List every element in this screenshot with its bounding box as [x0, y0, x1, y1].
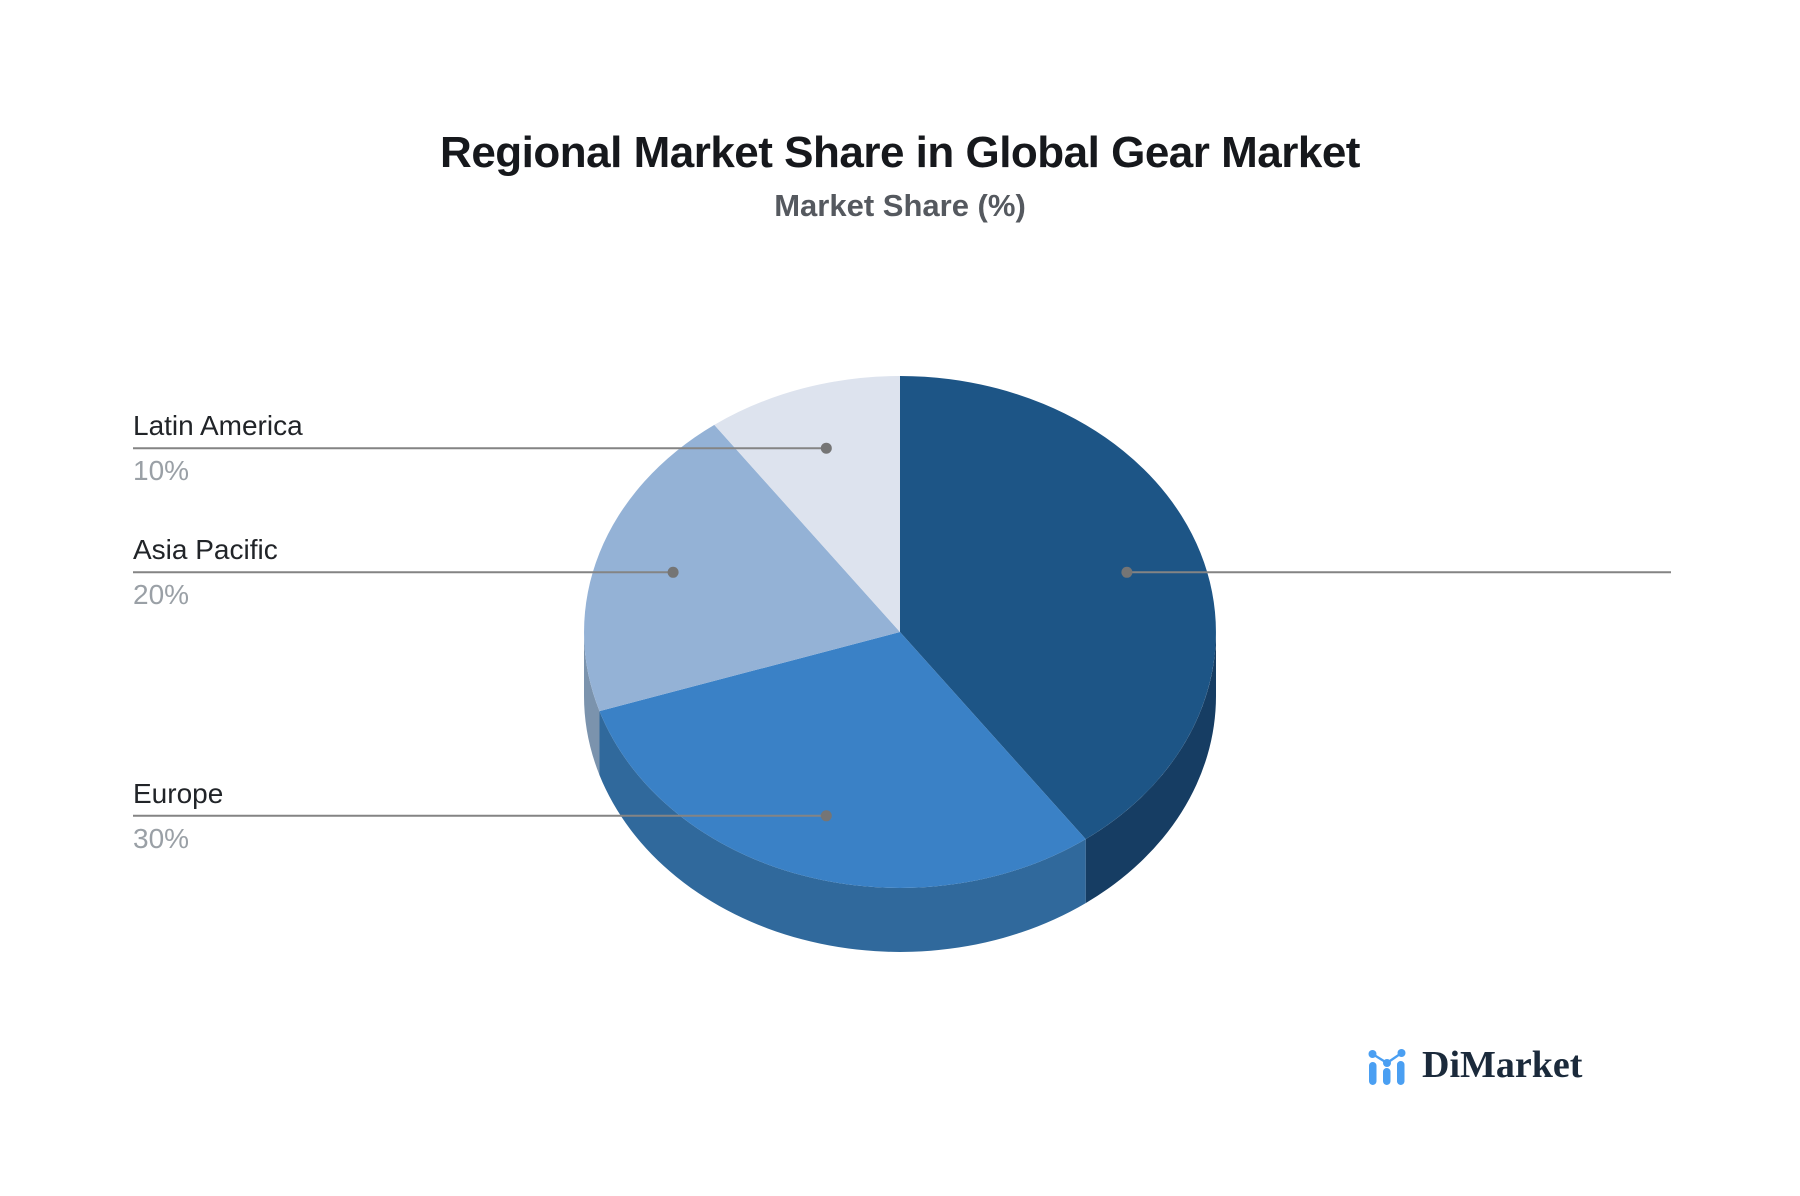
slice-percentage: 30% — [133, 822, 190, 854]
chart-title: Regional Market Share in Global Gear Mar… — [440, 128, 1360, 177]
slice-percentage: 20% — [133, 579, 190, 611]
pie-rim-asia-pacific — [584, 632, 600, 776]
pie-slice-latin-america[interactable] — [714, 376, 900, 632]
pie-rim-europe — [599, 711, 1086, 952]
slice-label: Europe — [133, 777, 224, 809]
leader-dot — [820, 442, 832, 454]
brand-logo: DiMarket — [1367, 1040, 1582, 1090]
bar-chart-sparkline-icon — [1368, 1049, 1406, 1085]
brand-name: DiMarket — [1422, 1044, 1583, 1086]
pie-rim-north-america — [1085, 632, 1216, 904]
leader-dot — [667, 566, 679, 578]
pie-slice-europe[interactable] — [599, 632, 1086, 888]
leader-dot — [820, 810, 832, 822]
pie-slice-north-america[interactable] — [900, 376, 1216, 840]
pie-slice-asia-pacific[interactable] — [584, 424, 900, 712]
leader-dot — [1121, 566, 1133, 578]
slice-percentage: 10% — [133, 455, 190, 487]
chart-subtitle: Market Share (%) — [774, 188, 1026, 223]
slice-label: Latin America — [133, 410, 303, 442]
slice-label: Asia Pacific — [133, 534, 278, 566]
